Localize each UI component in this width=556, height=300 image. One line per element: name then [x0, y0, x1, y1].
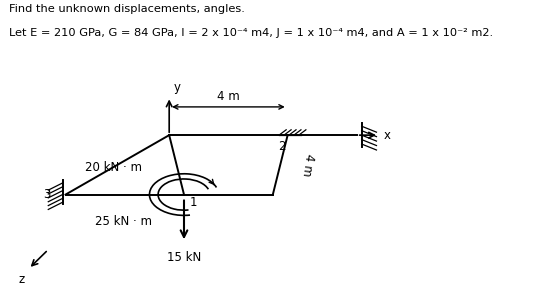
Text: 3: 3 — [43, 188, 51, 201]
Text: 20 kN · m: 20 kN · m — [85, 161, 142, 174]
Text: 15 kN: 15 kN — [167, 251, 201, 264]
Text: 25 kN · m: 25 kN · m — [95, 215, 152, 228]
Text: 4 m: 4 m — [299, 153, 315, 177]
Text: z: z — [18, 273, 24, 286]
Text: 1: 1 — [190, 196, 197, 209]
Text: 2: 2 — [277, 140, 285, 153]
Text: x: x — [384, 129, 391, 142]
Text: 4 m: 4 m — [217, 90, 240, 103]
Text: y: y — [174, 80, 181, 94]
Text: Let E = 210 GPa, G = 84 GPa, I = 2 x 10⁻⁴ m4, J = 1 x 10⁻⁴ m4, and A = 1 x 10⁻² : Let E = 210 GPa, G = 84 GPa, I = 2 x 10⁻… — [9, 28, 493, 38]
Text: Find the unknown displacements, angles.: Find the unknown displacements, angles. — [9, 4, 245, 14]
